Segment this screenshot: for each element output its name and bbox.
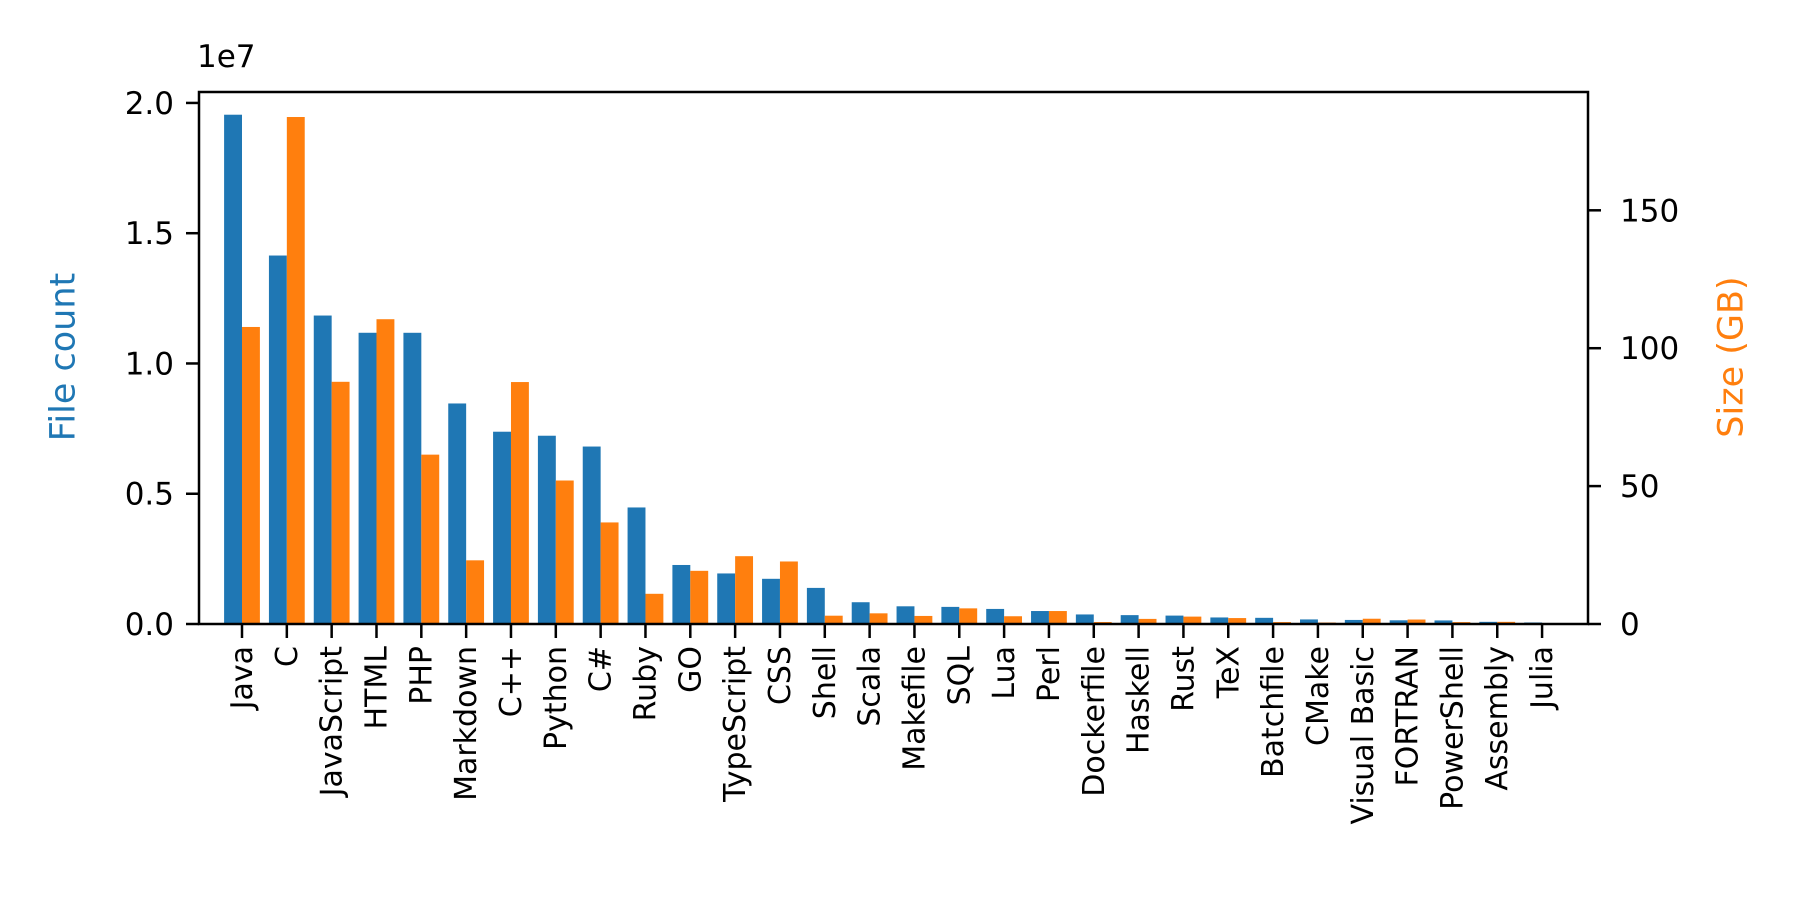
bar-file-count-26-fortran: [1389, 620, 1408, 624]
bar-file-count-0-java: [224, 114, 242, 625]
bar-file-count-7-python: [537, 435, 556, 624]
right-tick-label-0: 0: [1620, 607, 1640, 643]
bar-size-gb-13-shell: [824, 615, 843, 624]
bar-size-gb-9-ruby: [645, 593, 664, 624]
bar-size-gb-1-c: [286, 117, 305, 624]
bar-file-count-21-rust: [1165, 615, 1184, 624]
x-tick-label-24-cmake: CMake: [1301, 646, 1336, 746]
bar-size-gb-11-typescript: [735, 556, 754, 624]
x-tick-label-7-python: Python: [539, 646, 574, 750]
bar-file-count-4-php: [403, 332, 422, 624]
bar-size-gb-0-java: [242, 326, 260, 624]
bar-file-count-18-perl: [1031, 611, 1049, 624]
x-tick-label-22-tex: TeX: [1211, 646, 1246, 699]
bar-file-count-8-c: [582, 446, 601, 624]
bar-size-gb-18-perl: [1048, 611, 1067, 624]
bar-size-gb-5-markdown: [466, 560, 485, 624]
x-tick-label-27-powershell: PowerShell: [1435, 646, 1470, 810]
x-tick-label-10-go: GO: [673, 646, 708, 693]
x-tick-label-25-visual-basic: Visual Basic: [1346, 646, 1381, 825]
bar-size-gb-12-css: [779, 561, 798, 624]
x-tick-label-29-julia: Julia: [1525, 646, 1560, 711]
x-tick-label-3-html: HTML: [359, 646, 394, 730]
x-tick-label-16-sql: SQL: [942, 646, 977, 706]
bar-file-count-19-dockerfile: [1075, 614, 1094, 624]
bar-file-count-9-ruby: [627, 507, 646, 624]
x-tick-label-28-assembly: Assembly: [1480, 646, 1515, 791]
bar-file-count-24-cmake: [1300, 619, 1318, 624]
right-tick-label-150: 150: [1620, 193, 1679, 229]
x-tick-label-5-markdown: Markdown: [449, 646, 484, 801]
bar-file-count-6-c: [493, 431, 511, 624]
x-tick-label-19-dockerfile: Dockerfile: [1077, 646, 1112, 797]
left-tick-label-1.0: 1.0: [125, 346, 174, 382]
x-tick-label-14-scala: Scala: [853, 646, 888, 727]
bar-file-count-17-lua: [986, 608, 1005, 624]
bar-file-count-20-haskell: [1120, 615, 1139, 624]
bar-file-count-14-scala: [851, 602, 870, 624]
x-tick-label-13-shell: Shell: [808, 646, 843, 719]
x-tick-label-26-fortran: FORTRAN: [1391, 646, 1426, 786]
plot-border: [197, 90, 1590, 626]
x-tick-label-23-batchfile: Batchfile: [1256, 646, 1291, 778]
bar-size-gb-4-php: [421, 454, 440, 624]
bar-size-gb-8-c: [600, 522, 619, 624]
right-tick-label-50: 50: [1620, 469, 1659, 505]
bar-size-gb-2-javascript: [331, 381, 350, 624]
bar-size-gb-26-fortran: [1407, 619, 1426, 624]
right-tick-label-100: 100: [1620, 331, 1679, 367]
x-tick-label-17-lua: Lua: [987, 646, 1022, 700]
bar-file-count-13-shell: [806, 587, 825, 624]
left-tick-label-1.5: 1.5: [125, 216, 174, 252]
bar-size-gb-22-tex: [1228, 618, 1247, 624]
bar-file-count-27-powershell: [1434, 620, 1453, 624]
left-tick-label-0.0: 0.0: [125, 607, 174, 643]
x-tick-label-1-c: C: [270, 646, 305, 667]
left-y-axis-title: File count: [43, 272, 84, 442]
x-tick-label-6-c: C++: [494, 646, 529, 717]
bar-file-count-16-sql: [941, 606, 960, 624]
x-tick-label-8-c: C#: [584, 646, 619, 692]
bar-file-count-10-go: [672, 564, 691, 624]
bar-file-count-25-visual-basic: [1344, 619, 1363, 624]
y-axis-offset-label: 1e7: [197, 39, 256, 75]
left-tick-label-0.5: 0.5: [125, 477, 174, 513]
x-tick-label-0-java: Java: [225, 646, 260, 711]
x-tick-label-21-rust: Rust: [1166, 646, 1201, 712]
x-tick-label-20-haskell: Haskell: [1122, 646, 1157, 754]
x-tick-label-15-makefile: Makefile: [897, 646, 932, 771]
bar-size-gb-21-rust: [1183, 616, 1202, 624]
bar-size-gb-3-html: [376, 319, 395, 624]
bar-file-count-11-typescript: [717, 573, 736, 624]
bar-size-gb-16-sql: [959, 608, 978, 624]
bar-file-count-15-makefile: [896, 606, 915, 624]
bar-size-gb-7-python: [555, 480, 574, 624]
bar-file-count-5-markdown: [448, 403, 467, 624]
bar-file-count-2-javascript: [313, 315, 332, 624]
bar-file-count-22-tex: [1210, 617, 1229, 624]
bar-size-gb-14-scala: [869, 613, 888, 624]
bar-size-gb-17-lua: [1004, 616, 1023, 624]
bar-size-gb-10-go: [690, 570, 709, 624]
bar-file-count-23-batchfile: [1255, 617, 1274, 624]
bar-file-count-3-html: [358, 332, 377, 624]
bar-size-gb-20-haskell: [1138, 618, 1157, 624]
bar-file-count-1-c: [268, 255, 287, 624]
left-tick-label-2.0: 2.0: [125, 86, 174, 122]
bar-size-gb-25-visual-basic: [1362, 618, 1381, 624]
x-tick-label-18-perl: Perl: [1032, 646, 1067, 702]
x-tick-label-4-php: PHP: [404, 646, 439, 705]
x-tick-label-12-css: CSS: [763, 646, 798, 705]
bar-size-gb-6-c: [510, 382, 529, 624]
x-tick-label-9-ruby: Ruby: [628, 646, 663, 721]
right-y-axis-title: Size (GB): [1711, 276, 1752, 438]
x-tick-label-11-typescript: TypeScript: [718, 646, 753, 803]
x-tick-label-2-javascript: JavaScript: [315, 646, 350, 799]
bar-file-count-12-css: [762, 578, 780, 624]
bar-size-gb-15-makefile: [914, 615, 933, 624]
